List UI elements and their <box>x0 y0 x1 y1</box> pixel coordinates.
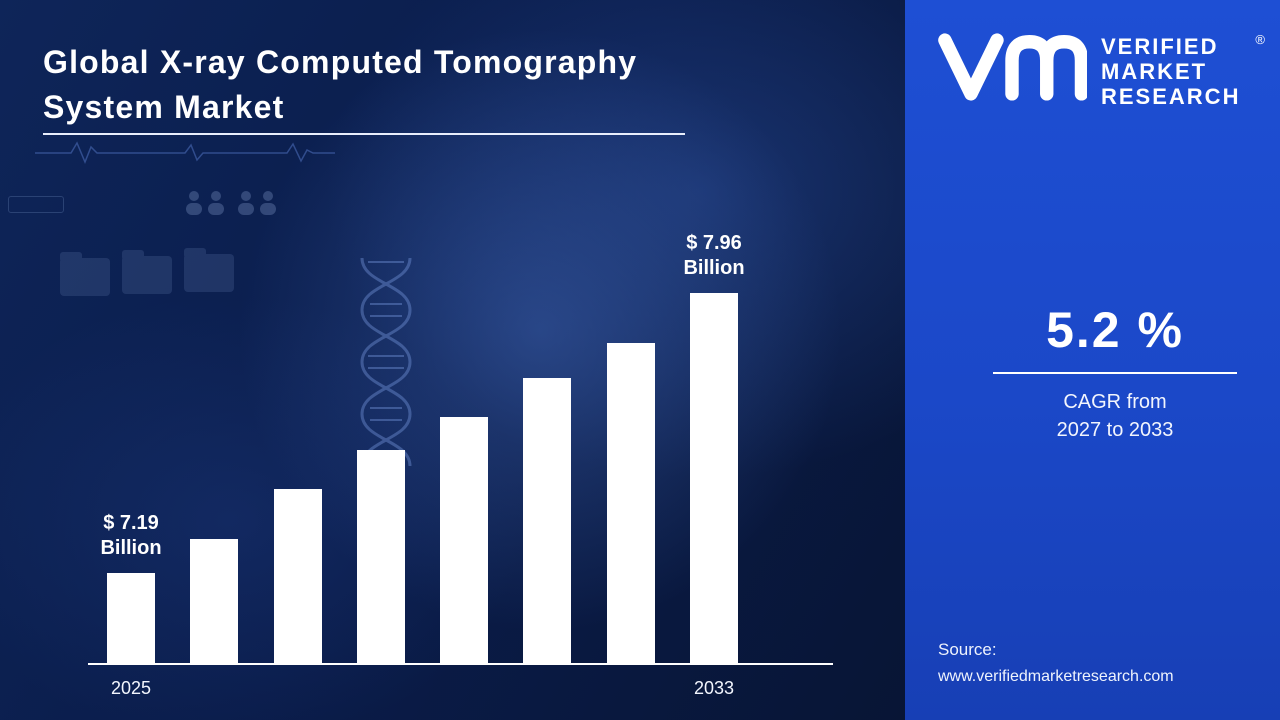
bar <box>107 573 155 663</box>
bar <box>523 378 572 663</box>
divider-line <box>993 372 1237 374</box>
brand-name-line3: RESEARCH <box>1101 84 1241 109</box>
source-label: Source: <box>938 640 997 659</box>
x-axis-line <box>88 663 833 665</box>
cagr-value: 5.2 % <box>1046 302 1184 358</box>
title-underline <box>43 133 685 135</box>
brand-panel: VERIFIED MARKET RESEARCH ® 5.2 % CAGR fr… <box>905 0 1280 720</box>
x-tick-2033: 2033 <box>693 678 735 698</box>
registered-trademark: ® <box>1255 32 1265 47</box>
heartbeat-line-icon <box>35 141 335 164</box>
page-title-line1: Global X-ray Computed Tomography <box>43 44 638 80</box>
page-title-line2: System Market <box>43 89 285 125</box>
source-url[interactable]: www.verifiedmarketresearch.com <box>938 668 1174 685</box>
bar <box>689 293 738 663</box>
background-widget-decoration <box>8 196 64 213</box>
chart-section: Global X-ray Computed Tomography System M… <box>0 0 905 720</box>
source-block: Source: www.verifiedmarketresearch.com <box>938 636 1174 690</box>
people-icon <box>186 191 224 215</box>
value-amount: $ 7.96 <box>686 232 742 254</box>
cagr-caption-line2: 2027 to 2033 <box>1056 419 1174 441</box>
x-tick-2025: 2025 <box>110 678 152 698</box>
bar <box>273 489 322 663</box>
cagr-caption-line1: CAGR from <box>1063 391 1167 413</box>
value-unit: Billion <box>683 257 745 279</box>
vmr-logo-icon <box>938 33 1087 101</box>
last-bar-value-label: $ 7.96 Billion <box>654 231 774 281</box>
bar-group <box>107 283 738 663</box>
value-amount: $ 7.19 <box>103 512 159 534</box>
bar <box>440 417 489 663</box>
bar <box>606 343 655 663</box>
page-title: Global X-ray Computed Tomography System M… <box>43 40 723 130</box>
brand-name-line1: VERIFIED <box>1101 34 1219 59</box>
dna-helix-icon <box>360 257 412 467</box>
value-unit: Billion <box>100 537 162 559</box>
brand-name-line2: MARKET <box>1101 59 1208 84</box>
people-icon <box>238 191 276 215</box>
title-block: Global X-ray Computed Tomography System M… <box>43 40 723 135</box>
cagr-caption: CAGR from 2027 to 2033 <box>993 388 1237 444</box>
bar <box>356 450 405 663</box>
bar <box>190 539 239 663</box>
brand-name: VERIFIED MARKET RESEARCH <box>1101 32 1240 109</box>
brand-logo: VERIFIED MARKET RESEARCH <box>937 32 1240 109</box>
first-bar-value-label: $ 7.19 Billion <box>71 511 191 561</box>
bar-chart: $ 7.19 Billion $ 7.96 Billion 2025 2033 <box>88 205 833 698</box>
folder-icons-decoration <box>60 248 234 296</box>
cagr-block: 5.2 % CAGR from 2027 to 2033 <box>993 304 1237 444</box>
